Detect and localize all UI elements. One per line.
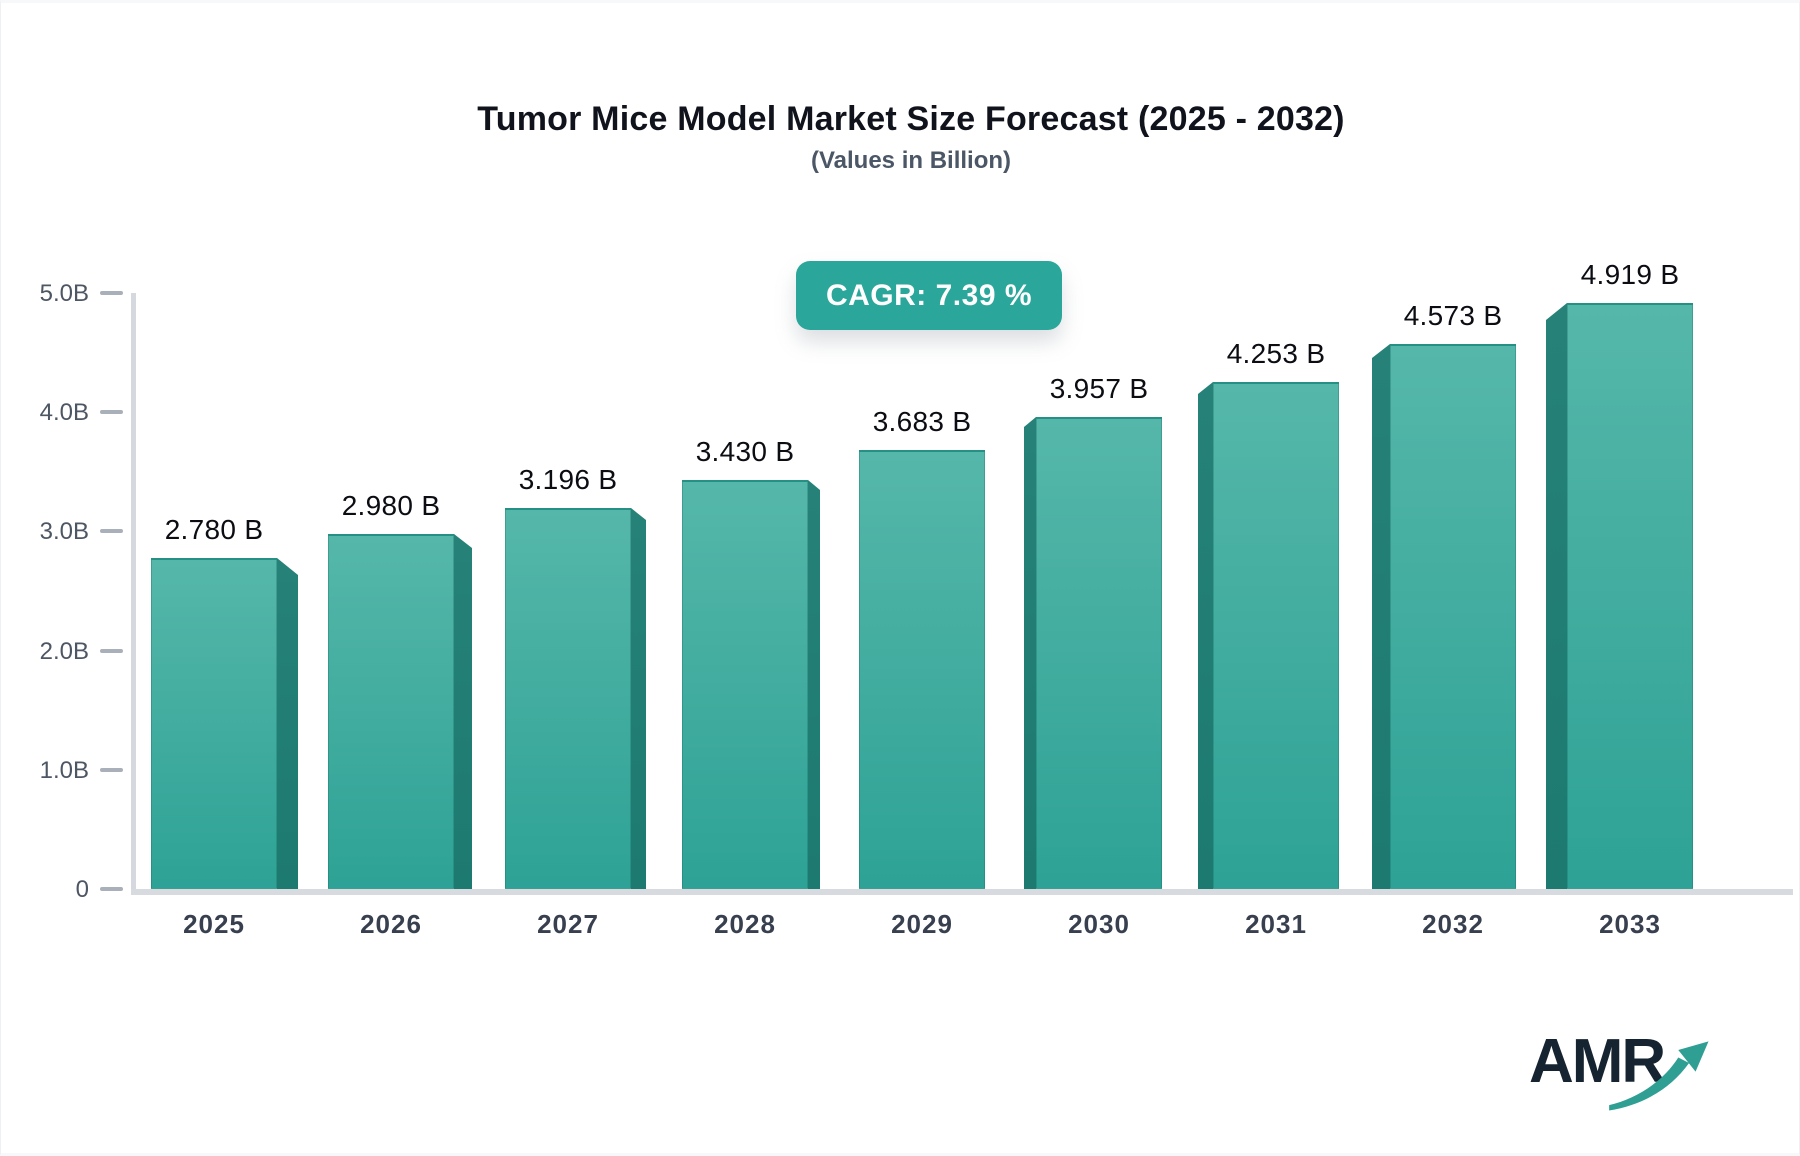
bar-value-label-2025: 2.780 B bbox=[164, 514, 264, 545]
x-tick-label-2028: 2028 bbox=[714, 909, 776, 939]
bar-2028 bbox=[682, 480, 808, 889]
bar-value-label-2028: 3.430 B bbox=[695, 436, 795, 467]
bar-side-2033 bbox=[1546, 303, 1567, 889]
x-tick-label-2031: 2031 bbox=[1245, 909, 1307, 939]
bar-value-label-2032: 4.573 B bbox=[1403, 300, 1503, 331]
growth-arrow-icon bbox=[1609, 1041, 1709, 1111]
x-tick-label-2026: 2026 bbox=[360, 909, 422, 939]
bar-2025 bbox=[151, 558, 277, 889]
y-tick-label: 2.0B bbox=[39, 637, 89, 665]
bar-2029 bbox=[859, 450, 985, 889]
y-tick-label: 5.0B bbox=[39, 280, 89, 307]
x-tick-label-2033: 2033 bbox=[1599, 909, 1661, 939]
y-tick-dash bbox=[100, 648, 123, 653]
x-axis-baseline bbox=[131, 889, 1793, 895]
bar-2026 bbox=[328, 534, 454, 889]
bar-value-label-2026: 2.980 B bbox=[341, 490, 441, 521]
bar-value-label-2031: 4.253 B bbox=[1226, 338, 1326, 369]
y-axis-line bbox=[131, 293, 136, 895]
x-tick-label-2029: 2029 bbox=[891, 909, 953, 939]
chart-header: Tumor Mice Model Market Size Forecast (2… bbox=[111, 99, 1711, 175]
y-tick-label: 4.0B bbox=[39, 399, 89, 427]
bar-value-label-2030: 3.957 B bbox=[1049, 373, 1149, 404]
amr-logo: AMR bbox=[1529, 1031, 1729, 1121]
bar-2031 bbox=[1213, 382, 1339, 889]
y-tick-dash bbox=[100, 410, 123, 415]
y-tick-label: 0 bbox=[75, 876, 89, 903]
x-tick-label-2027: 2027 bbox=[537, 909, 599, 939]
x-tick-label-2025: 2025 bbox=[183, 909, 245, 939]
y-tick-label: 3.0B bbox=[39, 518, 89, 546]
bar-side-2032 bbox=[1372, 344, 1390, 889]
bar-side-2026 bbox=[454, 534, 472, 889]
bar-2030 bbox=[1036, 417, 1162, 889]
logo-text: AMR bbox=[1529, 1027, 1666, 1096]
bar-value-label-2029: 3.683 B bbox=[872, 406, 972, 437]
cagr-badge: CAGR: 7.39 % bbox=[796, 261, 1062, 330]
y-tick-dash bbox=[100, 529, 123, 534]
bar-side-2030 bbox=[1024, 417, 1036, 889]
chart-title: Tumor Mice Model Market Size Forecast (2… bbox=[477, 100, 1345, 138]
x-tick-label-2032: 2032 bbox=[1422, 909, 1484, 939]
bar-side-2031 bbox=[1198, 382, 1213, 889]
bar-value-label-2033: 4.919 B bbox=[1580, 259, 1680, 290]
bar-2027 bbox=[505, 508, 631, 889]
y-tick-label: 1.0B bbox=[39, 756, 89, 784]
bar-side-2027 bbox=[631, 508, 646, 889]
chart-subtitle: (Values in Billion) bbox=[810, 147, 1012, 174]
y-tick-dash bbox=[100, 767, 123, 772]
bar-side-2025 bbox=[277, 558, 298, 889]
bar-2032 bbox=[1390, 344, 1516, 889]
bar-2033 bbox=[1567, 303, 1693, 889]
bar-side-2028 bbox=[808, 480, 820, 889]
y-tick-dash bbox=[100, 887, 123, 891]
cagr-badge-label: CAGR: 7.39 % bbox=[825, 278, 1033, 312]
y-tick-dash bbox=[100, 291, 123, 295]
x-tick-label-2030: 2030 bbox=[1068, 909, 1130, 939]
bar-value-label-2027: 3.196 B bbox=[518, 464, 618, 495]
